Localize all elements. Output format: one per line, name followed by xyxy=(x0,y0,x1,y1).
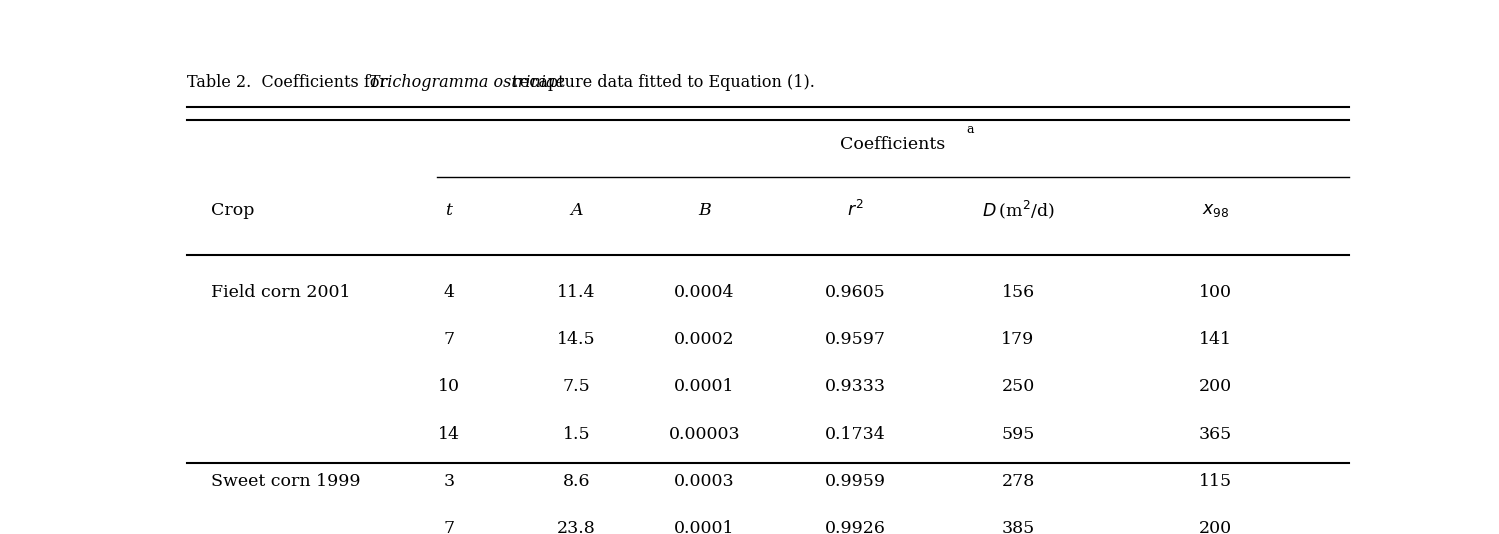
Text: 0.9605: 0.9605 xyxy=(824,284,886,301)
Text: $x_{98}$: $x_{98}$ xyxy=(1202,201,1229,218)
Text: 200: 200 xyxy=(1199,379,1232,395)
Text: 0.0004: 0.0004 xyxy=(675,284,735,301)
Text: 141: 141 xyxy=(1199,331,1232,348)
Text: Coefficients: Coefficients xyxy=(841,136,946,153)
Text: 3: 3 xyxy=(444,473,454,490)
Text: 250: 250 xyxy=(1001,379,1034,395)
Text: t: t xyxy=(445,201,453,218)
Text: 115: 115 xyxy=(1199,473,1232,490)
Text: 200: 200 xyxy=(1199,520,1232,534)
Text: 0.0003: 0.0003 xyxy=(675,473,735,490)
Text: 7: 7 xyxy=(444,520,454,534)
Text: 156: 156 xyxy=(1001,284,1034,301)
Text: 278: 278 xyxy=(1001,473,1034,490)
Text: $r^{2}$: $r^{2}$ xyxy=(847,200,863,220)
Text: 14: 14 xyxy=(438,426,460,443)
Text: 8.6: 8.6 xyxy=(562,473,591,490)
Text: Table 2.  Coefficients for: Table 2. Coefficients for xyxy=(187,74,393,91)
Text: $D$ (m$^{2}$/d): $D$ (m$^{2}$/d) xyxy=(982,199,1054,221)
Text: 11.4: 11.4 xyxy=(558,284,595,301)
Text: Trichogramma ostriniae: Trichogramma ostriniae xyxy=(369,74,565,91)
Text: recapture data fitted to Equation (1).: recapture data fitted to Equation (1). xyxy=(507,74,815,91)
Text: a: a xyxy=(967,123,974,136)
Text: 10: 10 xyxy=(438,379,460,395)
Text: A: A xyxy=(570,201,583,218)
Text: 100: 100 xyxy=(1199,284,1232,301)
Text: 0.0001: 0.0001 xyxy=(675,520,735,534)
Text: 595: 595 xyxy=(1001,426,1034,443)
Text: 23.8: 23.8 xyxy=(558,520,597,534)
Text: 0.0001: 0.0001 xyxy=(675,379,735,395)
Text: 0.9597: 0.9597 xyxy=(824,331,886,348)
Text: 7.5: 7.5 xyxy=(562,379,591,395)
Text: 365: 365 xyxy=(1199,426,1232,443)
Text: Crop: Crop xyxy=(210,201,253,218)
Text: 179: 179 xyxy=(1001,331,1034,348)
Text: 7: 7 xyxy=(444,331,454,348)
Text: 385: 385 xyxy=(1001,520,1034,534)
Text: B: B xyxy=(699,201,711,218)
Text: 0.00003: 0.00003 xyxy=(669,426,741,443)
Text: 14.5: 14.5 xyxy=(558,331,597,348)
Text: 0.0002: 0.0002 xyxy=(675,331,735,348)
Text: 1.5: 1.5 xyxy=(562,426,591,443)
Text: 0.1734: 0.1734 xyxy=(824,426,886,443)
Text: 0.9959: 0.9959 xyxy=(824,473,886,490)
Text: 4: 4 xyxy=(444,284,454,301)
Text: 0.9333: 0.9333 xyxy=(824,379,886,395)
Text: Sweet corn 1999: Sweet corn 1999 xyxy=(210,473,360,490)
Text: 0.9926: 0.9926 xyxy=(824,520,886,534)
Text: Field corn 2001: Field corn 2001 xyxy=(210,284,351,301)
